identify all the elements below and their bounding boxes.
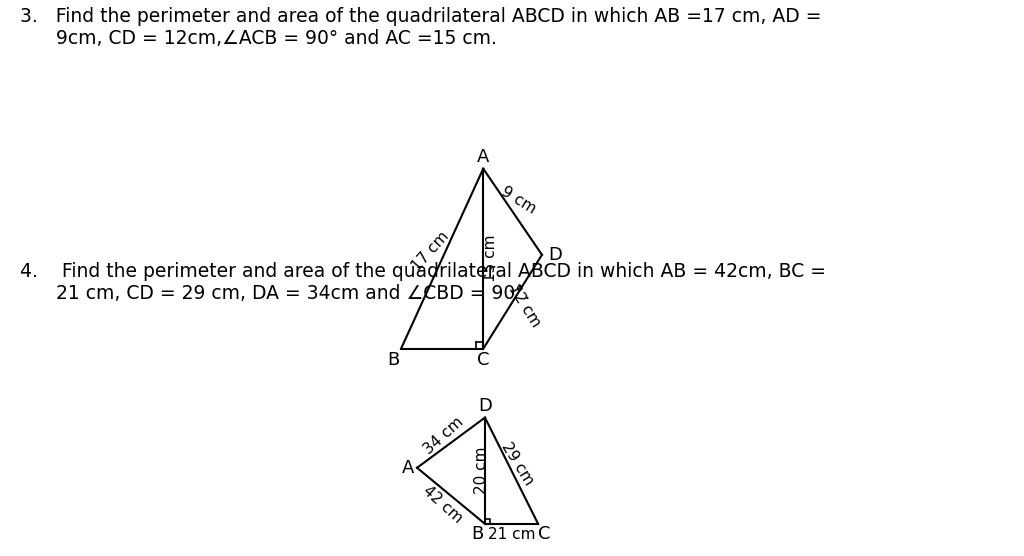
Text: 15 cm: 15 cm <box>482 235 498 282</box>
Text: A: A <box>402 459 415 477</box>
Text: 21 cm: 21 cm <box>487 527 536 542</box>
Text: 17 cm: 17 cm <box>409 228 452 274</box>
Text: B: B <box>387 351 399 370</box>
Text: 29 cm: 29 cm <box>499 439 537 488</box>
Text: D: D <box>549 246 562 264</box>
Text: 9 cm: 9 cm <box>499 183 539 216</box>
Text: 12 cm: 12 cm <box>506 281 544 330</box>
Text: B: B <box>471 525 483 543</box>
Text: A: A <box>477 148 489 166</box>
Text: 42 cm: 42 cm <box>420 483 465 526</box>
Text: 3.   Find the perimeter and area of the quadrilateral ABCD in which AB =17 cm, A: 3. Find the perimeter and area of the qu… <box>20 7 822 48</box>
Text: C: C <box>477 351 489 370</box>
Text: 20 cm: 20 cm <box>474 447 488 494</box>
Text: 34 cm: 34 cm <box>421 414 466 457</box>
Text: 4.    Find the perimeter and area of the quadrilateral ABCD in which AB = 42cm, : 4. Find the perimeter and area of the qu… <box>20 262 826 304</box>
Text: C: C <box>538 525 550 543</box>
Text: D: D <box>478 397 492 415</box>
